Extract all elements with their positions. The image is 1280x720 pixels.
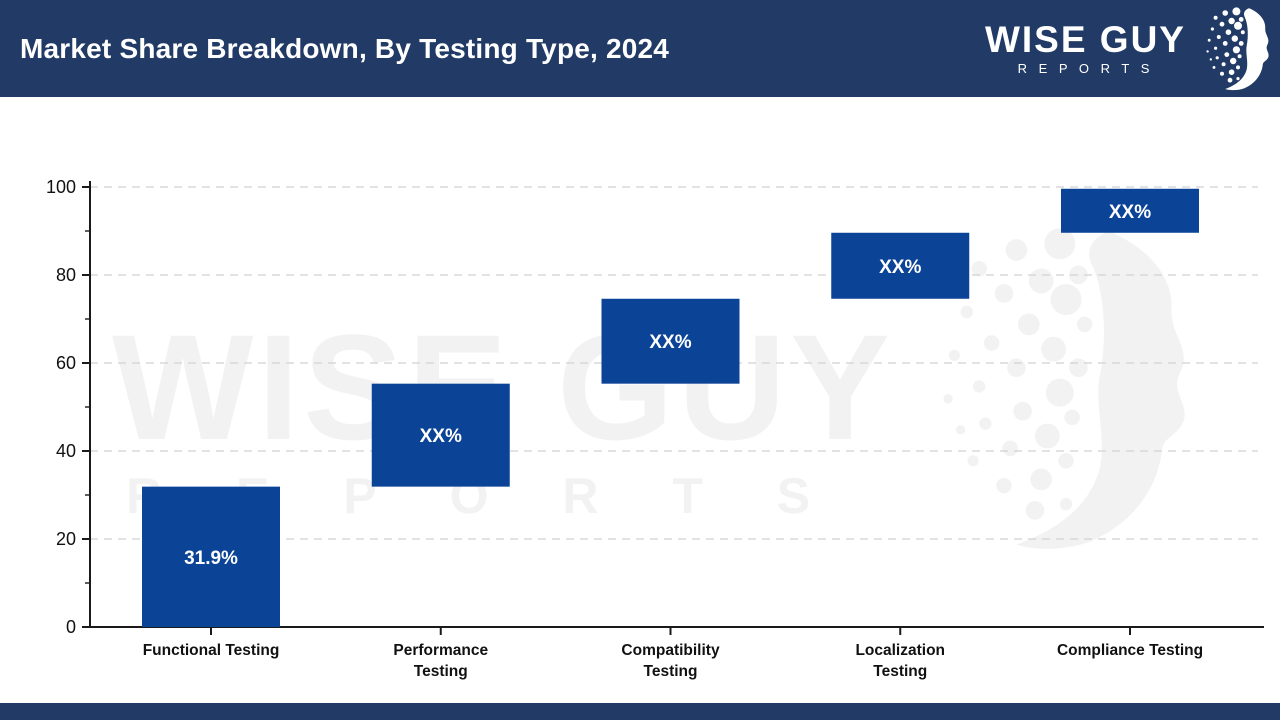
- bar-value-label: 31.9%: [184, 548, 238, 569]
- bar-value-label: XX%: [420, 426, 462, 447]
- logo-line2: R E P O R T S: [1017, 61, 1154, 76]
- bar-performance-testing: [371, 383, 510, 487]
- logo-line1: WISE GUY: [984, 19, 1186, 60]
- y-tick-label: 60: [56, 353, 76, 373]
- header-bar: Market Share Breakdown, By Testing Type,…: [0, 0, 1280, 97]
- bar-compatibility-testing: [601, 298, 740, 384]
- x-category-label: Compliance Testing: [1057, 642, 1203, 659]
- y-tick-label: 100: [46, 177, 76, 197]
- x-category-label: Compatibility Testing: [621, 642, 720, 680]
- y-tick-label: 40: [56, 441, 76, 461]
- plot: 0 20 40 60 80 100 31.9% Functional Testing XX% Pe…: [46, 177, 1264, 680]
- x-category-label: Functional Testing: [143, 642, 280, 659]
- bar-compliance-testing: [1061, 188, 1199, 233]
- chart-area: WISE GUY R E P O R T S 0 20 40 60 80 100 31.9%…: [0, 97, 1280, 703]
- bar-value-label: XX%: [649, 332, 691, 353]
- page-title: Market Share Breakdown, By Testing Type,…: [20, 32, 670, 64]
- x-category-label: Performance Testing: [393, 642, 488, 680]
- bar-localization-testing: [831, 232, 970, 299]
- y-tick-label: 0: [66, 617, 76, 637]
- footer-bar: [0, 703, 1280, 720]
- logo-wordmark: WISE GUY R E P O R T S: [985, 21, 1186, 76]
- bar-functional-testing: [142, 486, 280, 627]
- x-category-label: Localization Testing: [855, 642, 945, 680]
- y-tick-label: 80: [56, 265, 76, 285]
- bar-value-label: XX%: [879, 257, 921, 278]
- dotted-head-icon: [1190, 5, 1270, 93]
- y-tick-label: 20: [56, 529, 76, 549]
- wise-guy-reports-logo: WISE GUY R E P O R T S: [985, 5, 1280, 93]
- bar-value-label: XX%: [1109, 202, 1151, 223]
